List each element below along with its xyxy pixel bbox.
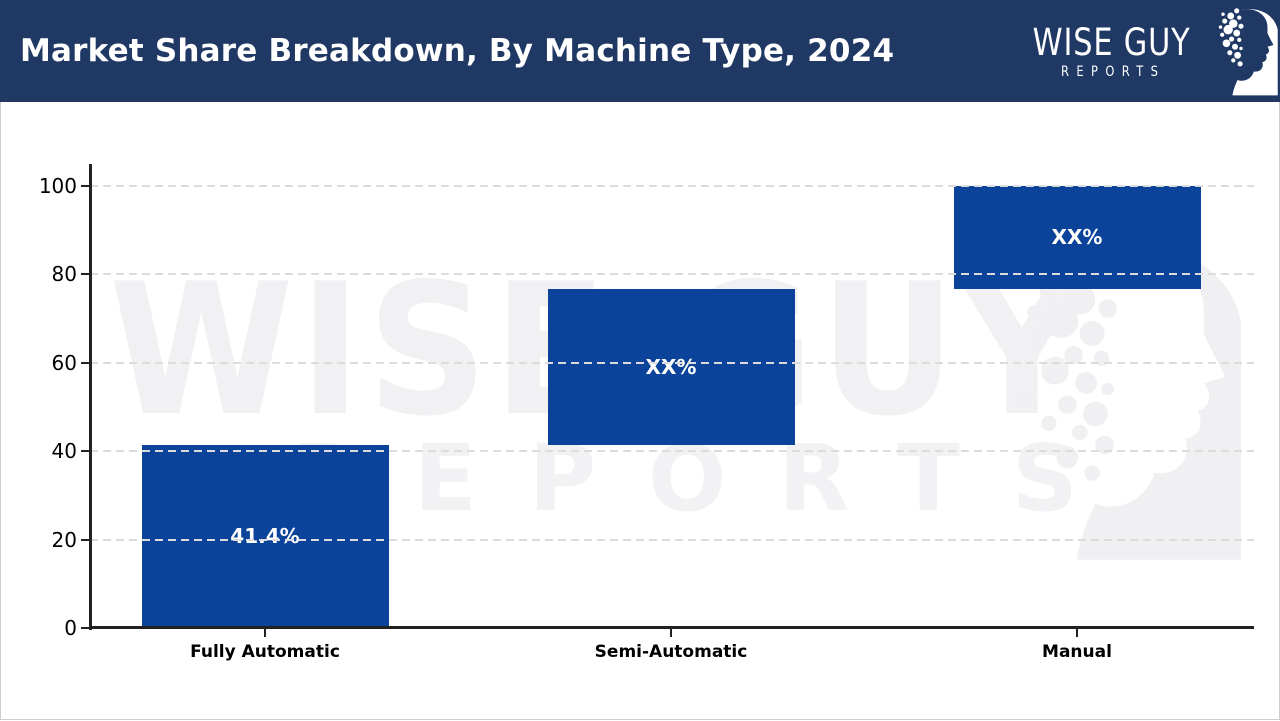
y-tick-mark-100 xyxy=(81,185,90,187)
gridline-20 xyxy=(90,538,1254,541)
logo-face-icon xyxy=(1218,8,1278,96)
title-bar: Market Share Breakdown, By Machine Type,… xyxy=(0,0,1280,102)
logo-subtext: REPORTS xyxy=(1060,63,1165,80)
y-tick-label-60: 60 xyxy=(51,350,77,375)
gridline-100 xyxy=(90,185,1254,187)
gridline-40 xyxy=(90,450,1254,453)
x-tick-mark-1 xyxy=(670,628,672,637)
y-tick-label-20: 20 xyxy=(51,527,77,552)
gridline-80 xyxy=(90,273,1254,276)
y-tick-mark-20 xyxy=(81,538,90,541)
y-tick-mark-40 xyxy=(81,450,90,453)
y-tick-mark-0 xyxy=(81,627,90,629)
y-tick-label-80: 80 xyxy=(51,262,77,287)
x-axis-spine xyxy=(89,626,1254,629)
logo-wordmark: WISE GUY xyxy=(1032,20,1190,64)
x-axis-label-fully-automatic: Fully Automatic xyxy=(190,642,340,662)
x-axis-label-manual: Manual xyxy=(1042,642,1112,662)
bar-semi-automatic: XX% xyxy=(547,288,795,445)
logo-text: WISE GUY REPORTS xyxy=(1032,24,1190,79)
page-title: Market Share Breakdown, By Machine Type,… xyxy=(20,33,895,69)
y-tick-label-0: 0 xyxy=(64,616,77,640)
wise-guy-reports-logo: WISE GUY REPORTS xyxy=(998,0,1278,102)
gridline-60 xyxy=(90,361,1254,364)
bar-fully-automatic: 41.4% xyxy=(141,445,389,628)
y-tick-mark-60 xyxy=(81,361,90,364)
bar-value-label: XX% xyxy=(1051,225,1103,250)
y-tick-label-100: 100 xyxy=(38,174,77,198)
y-tick-label-40: 40 xyxy=(51,439,77,464)
y-tick-mark-80 xyxy=(81,273,90,276)
x-tick-mark-0 xyxy=(264,628,266,637)
bar-value-label: 41.4% xyxy=(230,524,300,549)
x-tick-mark-2 xyxy=(1076,628,1078,637)
x-axis-label-semi-automatic: Semi-Automatic xyxy=(594,642,748,662)
y-axis-spine xyxy=(89,164,92,630)
bar-value-label: XX% xyxy=(645,354,697,379)
